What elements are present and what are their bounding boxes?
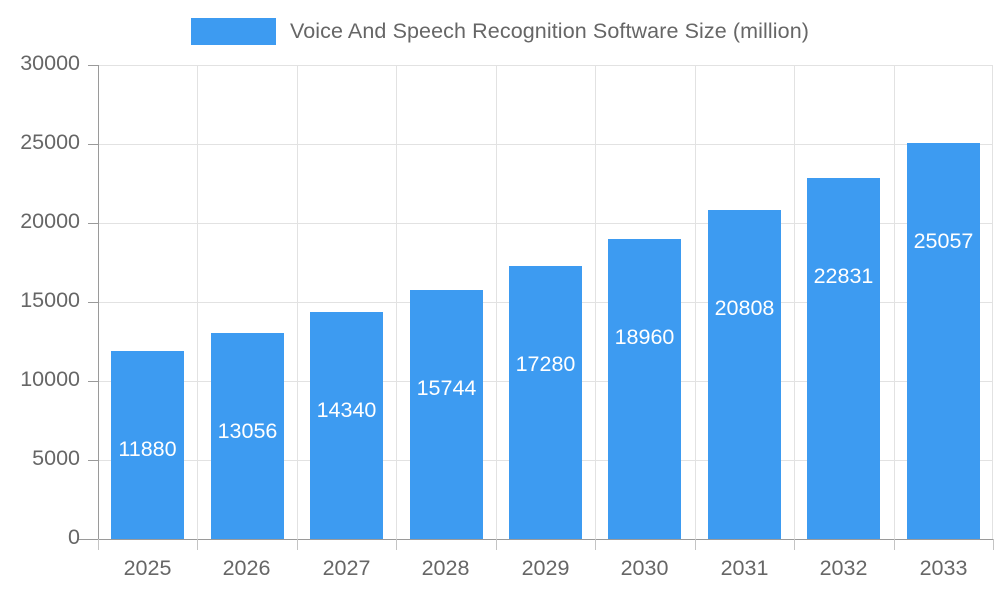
bar-value-label: 25057 (913, 229, 974, 253)
vertical-gridline (794, 65, 795, 539)
y-axis-tick-label: 30000 (20, 51, 80, 75)
x-axis-tick-mark (197, 539, 198, 550)
x-axis-tick-label: 2030 (620, 556, 669, 580)
vertical-gridline (297, 65, 298, 539)
x-axis-tick-label: 2033 (919, 556, 968, 580)
x-axis-tick-mark (894, 539, 895, 550)
x-axis-tick-mark (993, 539, 994, 550)
bar-value-label: 14340 (316, 398, 377, 422)
vertical-gridline (396, 65, 397, 539)
y-axis-tick-mark (88, 302, 98, 303)
bar[interactable] (807, 178, 880, 539)
x-axis-tick-label: 2031 (720, 556, 769, 580)
y-axis-tick-label: 20000 (20, 209, 80, 233)
bar-value-label: 11880 (118, 437, 177, 461)
y-axis-tick-mark (88, 65, 98, 66)
x-axis-tick-mark (396, 539, 397, 550)
legend-color-swatch[interactable] (190, 17, 276, 45)
bar-value-label: 20808 (714, 296, 775, 320)
y-axis-tick-mark (88, 460, 98, 461)
chart-legend: Voice And Speech Recognition Software Si… (0, 12, 1000, 50)
y-axis-tick-label: 5000 (32, 446, 80, 470)
x-axis-tick-mark (496, 539, 497, 550)
x-axis-line (78, 539, 993, 540)
vertical-gridline (496, 65, 497, 539)
y-axis-line (98, 65, 99, 539)
bar[interactable] (907, 143, 980, 539)
vertical-gridline (992, 65, 993, 539)
bar-value-label: 17280 (515, 352, 576, 376)
y-axis-tick-mark (88, 144, 98, 145)
horizontal-gridline (98, 144, 993, 145)
y-axis-tick-label: 0 (68, 525, 80, 549)
y-axis-tick-mark (88, 381, 98, 382)
bar[interactable] (410, 290, 483, 539)
vertical-gridline (595, 65, 596, 539)
x-axis-tick-label: 2025 (123, 556, 172, 580)
bar-value-label: 15744 (416, 376, 477, 400)
vertical-gridline (197, 65, 198, 539)
y-axis-tick-mark (88, 539, 98, 540)
bar-value-label: 18960 (614, 325, 675, 349)
bar-value-label: 22831 (813, 264, 874, 288)
x-axis-tick-mark (297, 539, 298, 550)
x-axis-tick-label: 2026 (222, 556, 271, 580)
legend-label[interactable]: Voice And Speech Recognition Software Si… (289, 18, 810, 43)
x-axis-tick-mark (695, 539, 696, 550)
x-axis-tick-mark (98, 539, 99, 550)
horizontal-gridline (98, 223, 993, 224)
y-axis-tick-label: 10000 (20, 367, 80, 391)
vertical-gridline (695, 65, 696, 539)
y-axis-tick-label: 15000 (20, 288, 80, 312)
x-axis-tick-mark (794, 539, 795, 550)
horizontal-gridline (98, 65, 993, 66)
bar[interactable] (111, 351, 184, 539)
x-axis-tick-label: 2028 (421, 556, 470, 580)
bar[interactable] (608, 239, 681, 539)
y-axis-tick-label: 25000 (20, 130, 80, 154)
vertical-gridline (894, 65, 895, 539)
bar[interactable] (509, 266, 582, 539)
x-axis-tick-mark (595, 539, 596, 550)
bar-value-label: 13056 (217, 419, 278, 443)
bar[interactable] (708, 210, 781, 539)
bar[interactable] (310, 312, 383, 539)
plot-area: 11880 13056 14340 15744 17280 18960 20808 22831… (98, 65, 993, 540)
x-axis-tick-label: 2029 (521, 556, 570, 580)
y-axis-tick-mark (88, 223, 98, 224)
bar[interactable] (211, 333, 284, 539)
x-axis-tick-label: 2027 (322, 556, 371, 580)
x-axis-tick-label: 2032 (819, 556, 868, 580)
